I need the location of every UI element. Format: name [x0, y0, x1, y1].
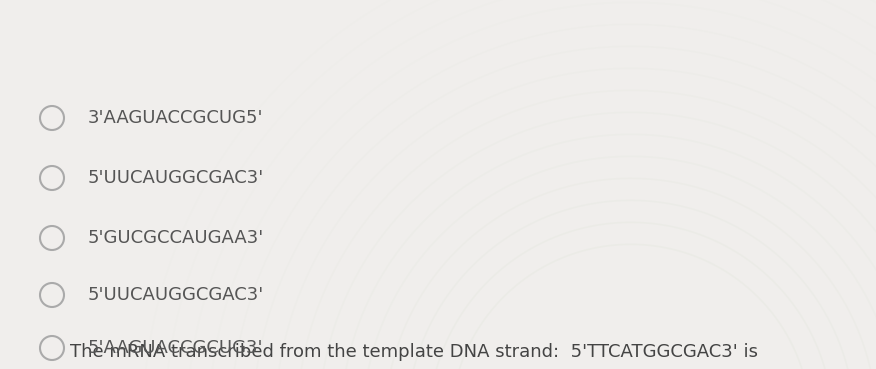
Text: 5'UUCAUGGCGAC3': 5'UUCAUGGCGAC3'	[88, 286, 265, 304]
Text: The mRNA transcribed from the template DNA strand:  5'TTCATGGCGAC3' is: The mRNA transcribed from the template D…	[70, 343, 758, 361]
Text: 5'GUCGCCAUGAA3': 5'GUCGCCAUGAA3'	[88, 229, 265, 247]
Text: 5'UUCAUGGCGAC3': 5'UUCAUGGCGAC3'	[88, 169, 265, 187]
Text: 5'AAGUACCGCUG3': 5'AAGUACCGCUG3'	[88, 339, 264, 357]
Text: 3'AAGUACCGCUG5': 3'AAGUACCGCUG5'	[88, 109, 264, 127]
